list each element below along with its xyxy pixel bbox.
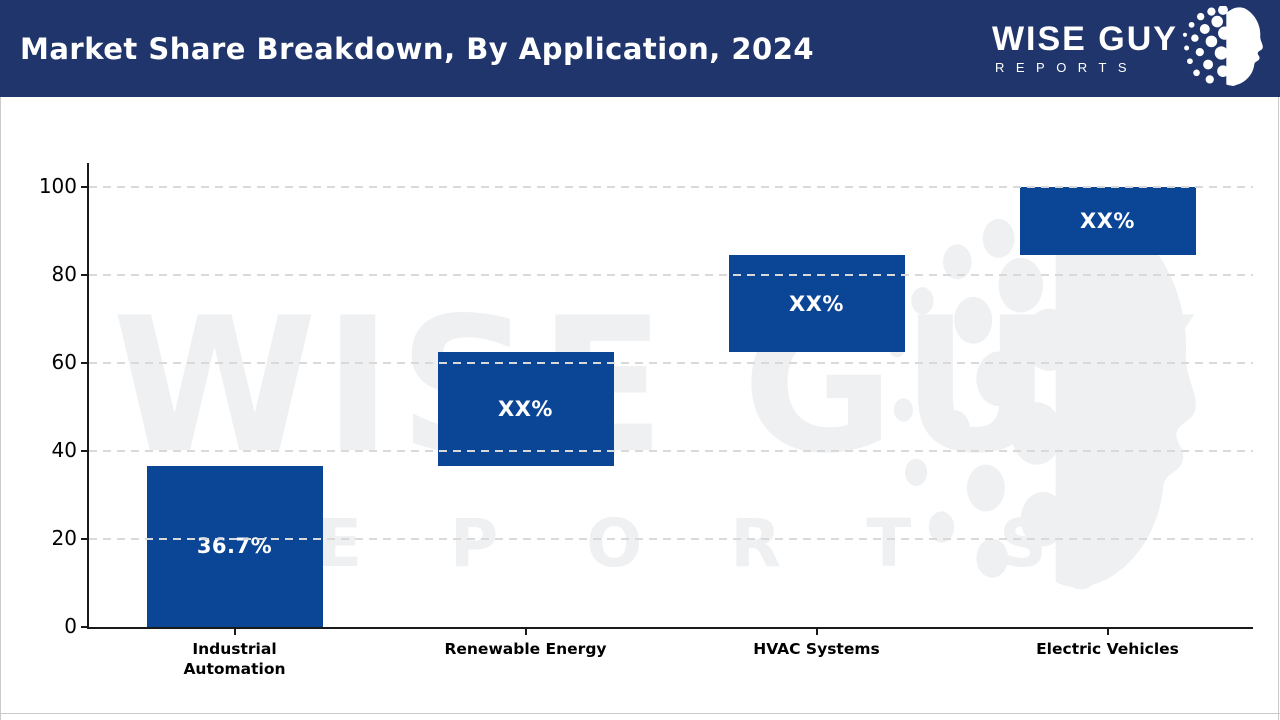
y-tick-label: 0 xyxy=(64,614,77,638)
x-tick-mark xyxy=(233,627,236,635)
bar-value-label: XX% xyxy=(498,396,553,421)
logo-wordmark: WISE GUY xyxy=(991,20,1178,58)
watermark-subtitle: REPORTS xyxy=(178,505,1135,582)
right-edge-hairline xyxy=(1278,97,1279,720)
x-axis-spine xyxy=(87,627,1253,629)
y-tick-mark xyxy=(81,450,89,452)
x-tick-mark xyxy=(815,627,818,635)
y-tick-label: 100 xyxy=(38,174,77,198)
x-tick-mark xyxy=(524,627,527,635)
left-edge-hairline xyxy=(0,97,1,720)
bar-value-label: 36.7% xyxy=(196,534,273,559)
bottom-edge-hairline xyxy=(0,713,1280,714)
logo-text: WISE GUY REPORTS xyxy=(992,21,1178,75)
x-tick-mark xyxy=(1106,627,1109,635)
y-tick-mark xyxy=(81,626,89,628)
header-bar: Market Share Breakdown, By Application, … xyxy=(0,0,1280,97)
x-category-label: HVAC Systems xyxy=(753,640,880,658)
y-tick-mark xyxy=(81,186,89,188)
y-tick-label: 40 xyxy=(51,438,77,462)
y-tick-mark xyxy=(81,274,89,276)
wiseguy-logo: WISE GUY REPORTS xyxy=(992,6,1266,90)
y-tick-mark xyxy=(81,538,89,540)
bar-value-label: XX% xyxy=(1080,209,1135,234)
bar-value-label: XX% xyxy=(789,291,844,316)
y-tick-label: 20 xyxy=(51,526,77,550)
y-tick-mark xyxy=(81,362,89,364)
face-dots-icon xyxy=(1182,6,1263,87)
logo-subtitle: REPORTS xyxy=(994,60,1139,75)
bar: XX% xyxy=(437,352,614,466)
x-category-label: Electric Vehicles xyxy=(1036,640,1179,658)
y-axis-spine xyxy=(87,163,89,629)
x-category-label: Renewable Energy xyxy=(444,640,607,658)
bar: XX% xyxy=(1019,187,1196,256)
bar: XX% xyxy=(728,255,905,352)
y-tick-label: 60 xyxy=(51,350,77,374)
y-tick-label: 80 xyxy=(51,262,77,286)
page-title: Market Share Breakdown, By Application, … xyxy=(20,31,815,66)
chart-area: WISE GUY REPORTS 0 20 40 60 80 100 36.7% Indust… xyxy=(0,97,1280,720)
watermark-face-dots-icon xyxy=(889,215,1196,590)
bar: 36.7% xyxy=(146,465,323,627)
x-category-label: Industrial Automation xyxy=(183,640,286,678)
